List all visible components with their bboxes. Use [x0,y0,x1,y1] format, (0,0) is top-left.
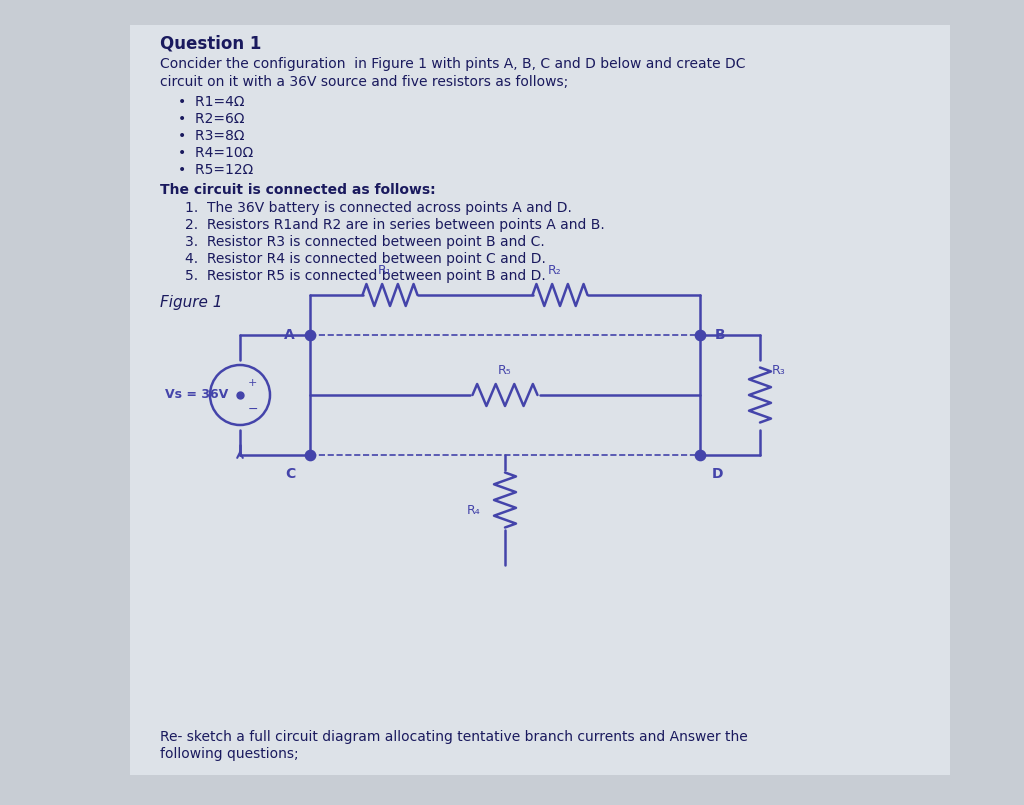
Text: following questions;: following questions; [160,747,299,761]
Point [302,328,318,341]
Text: C: C [285,467,295,481]
FancyBboxPatch shape [130,25,950,775]
Text: 4.  Resistor R4 is connected between point C and D.: 4. Resistor R4 is connected between poin… [185,252,546,266]
Text: circuit on it with a 36V source and five resistors as follows;: circuit on it with a 36V source and five… [160,75,568,89]
Text: Re- sketch a full circuit diagram allocating tentative branch currents and Answe: Re- sketch a full circuit diagram alloca… [160,730,748,744]
Text: 1.  The 36V battery is connected across points A and D.: 1. The 36V battery is connected across p… [185,201,571,215]
Text: +: + [248,378,257,388]
Point [692,448,709,461]
Text: 2.  Resistors R1and R2 are in series between points A and B.: 2. Resistors R1and R2 are in series betw… [185,218,605,232]
Text: R₂: R₂ [548,264,562,277]
Text: A: A [285,328,295,342]
Text: •  R1=4Ω: • R1=4Ω [178,95,245,109]
Text: R₅: R₅ [498,364,512,377]
Text: Concider the configuration  in Figure 1 with pints A, B, C and D below and creat: Concider the configuration in Figure 1 w… [160,57,745,71]
Text: Vs = 36V: Vs = 36V [165,389,228,402]
Text: 3.  Resistor R3 is connected between point B and C.: 3. Resistor R3 is connected between poin… [185,235,545,249]
Text: •  R4=10Ω: • R4=10Ω [178,146,253,160]
Text: 5.  Resistor R5 is connected between point B and D.: 5. Resistor R5 is connected between poin… [185,269,546,283]
Text: Question 1: Question 1 [160,35,261,53]
Text: •  R5=12Ω: • R5=12Ω [178,163,253,177]
Point [692,328,709,341]
Text: R₄: R₄ [466,503,480,517]
Text: The circuit is connected as follows:: The circuit is connected as follows: [160,183,435,197]
Text: −: − [248,402,258,415]
Point [231,389,248,402]
Text: R₃: R₃ [772,364,785,377]
Text: •  R2=6Ω: • R2=6Ω [178,112,245,126]
Text: R₁: R₁ [378,264,392,277]
Text: B: B [715,328,726,342]
Text: •  R3=8Ω: • R3=8Ω [178,129,245,143]
Point [302,448,318,461]
Text: D: D [712,467,724,481]
Text: Figure 1: Figure 1 [160,295,222,310]
